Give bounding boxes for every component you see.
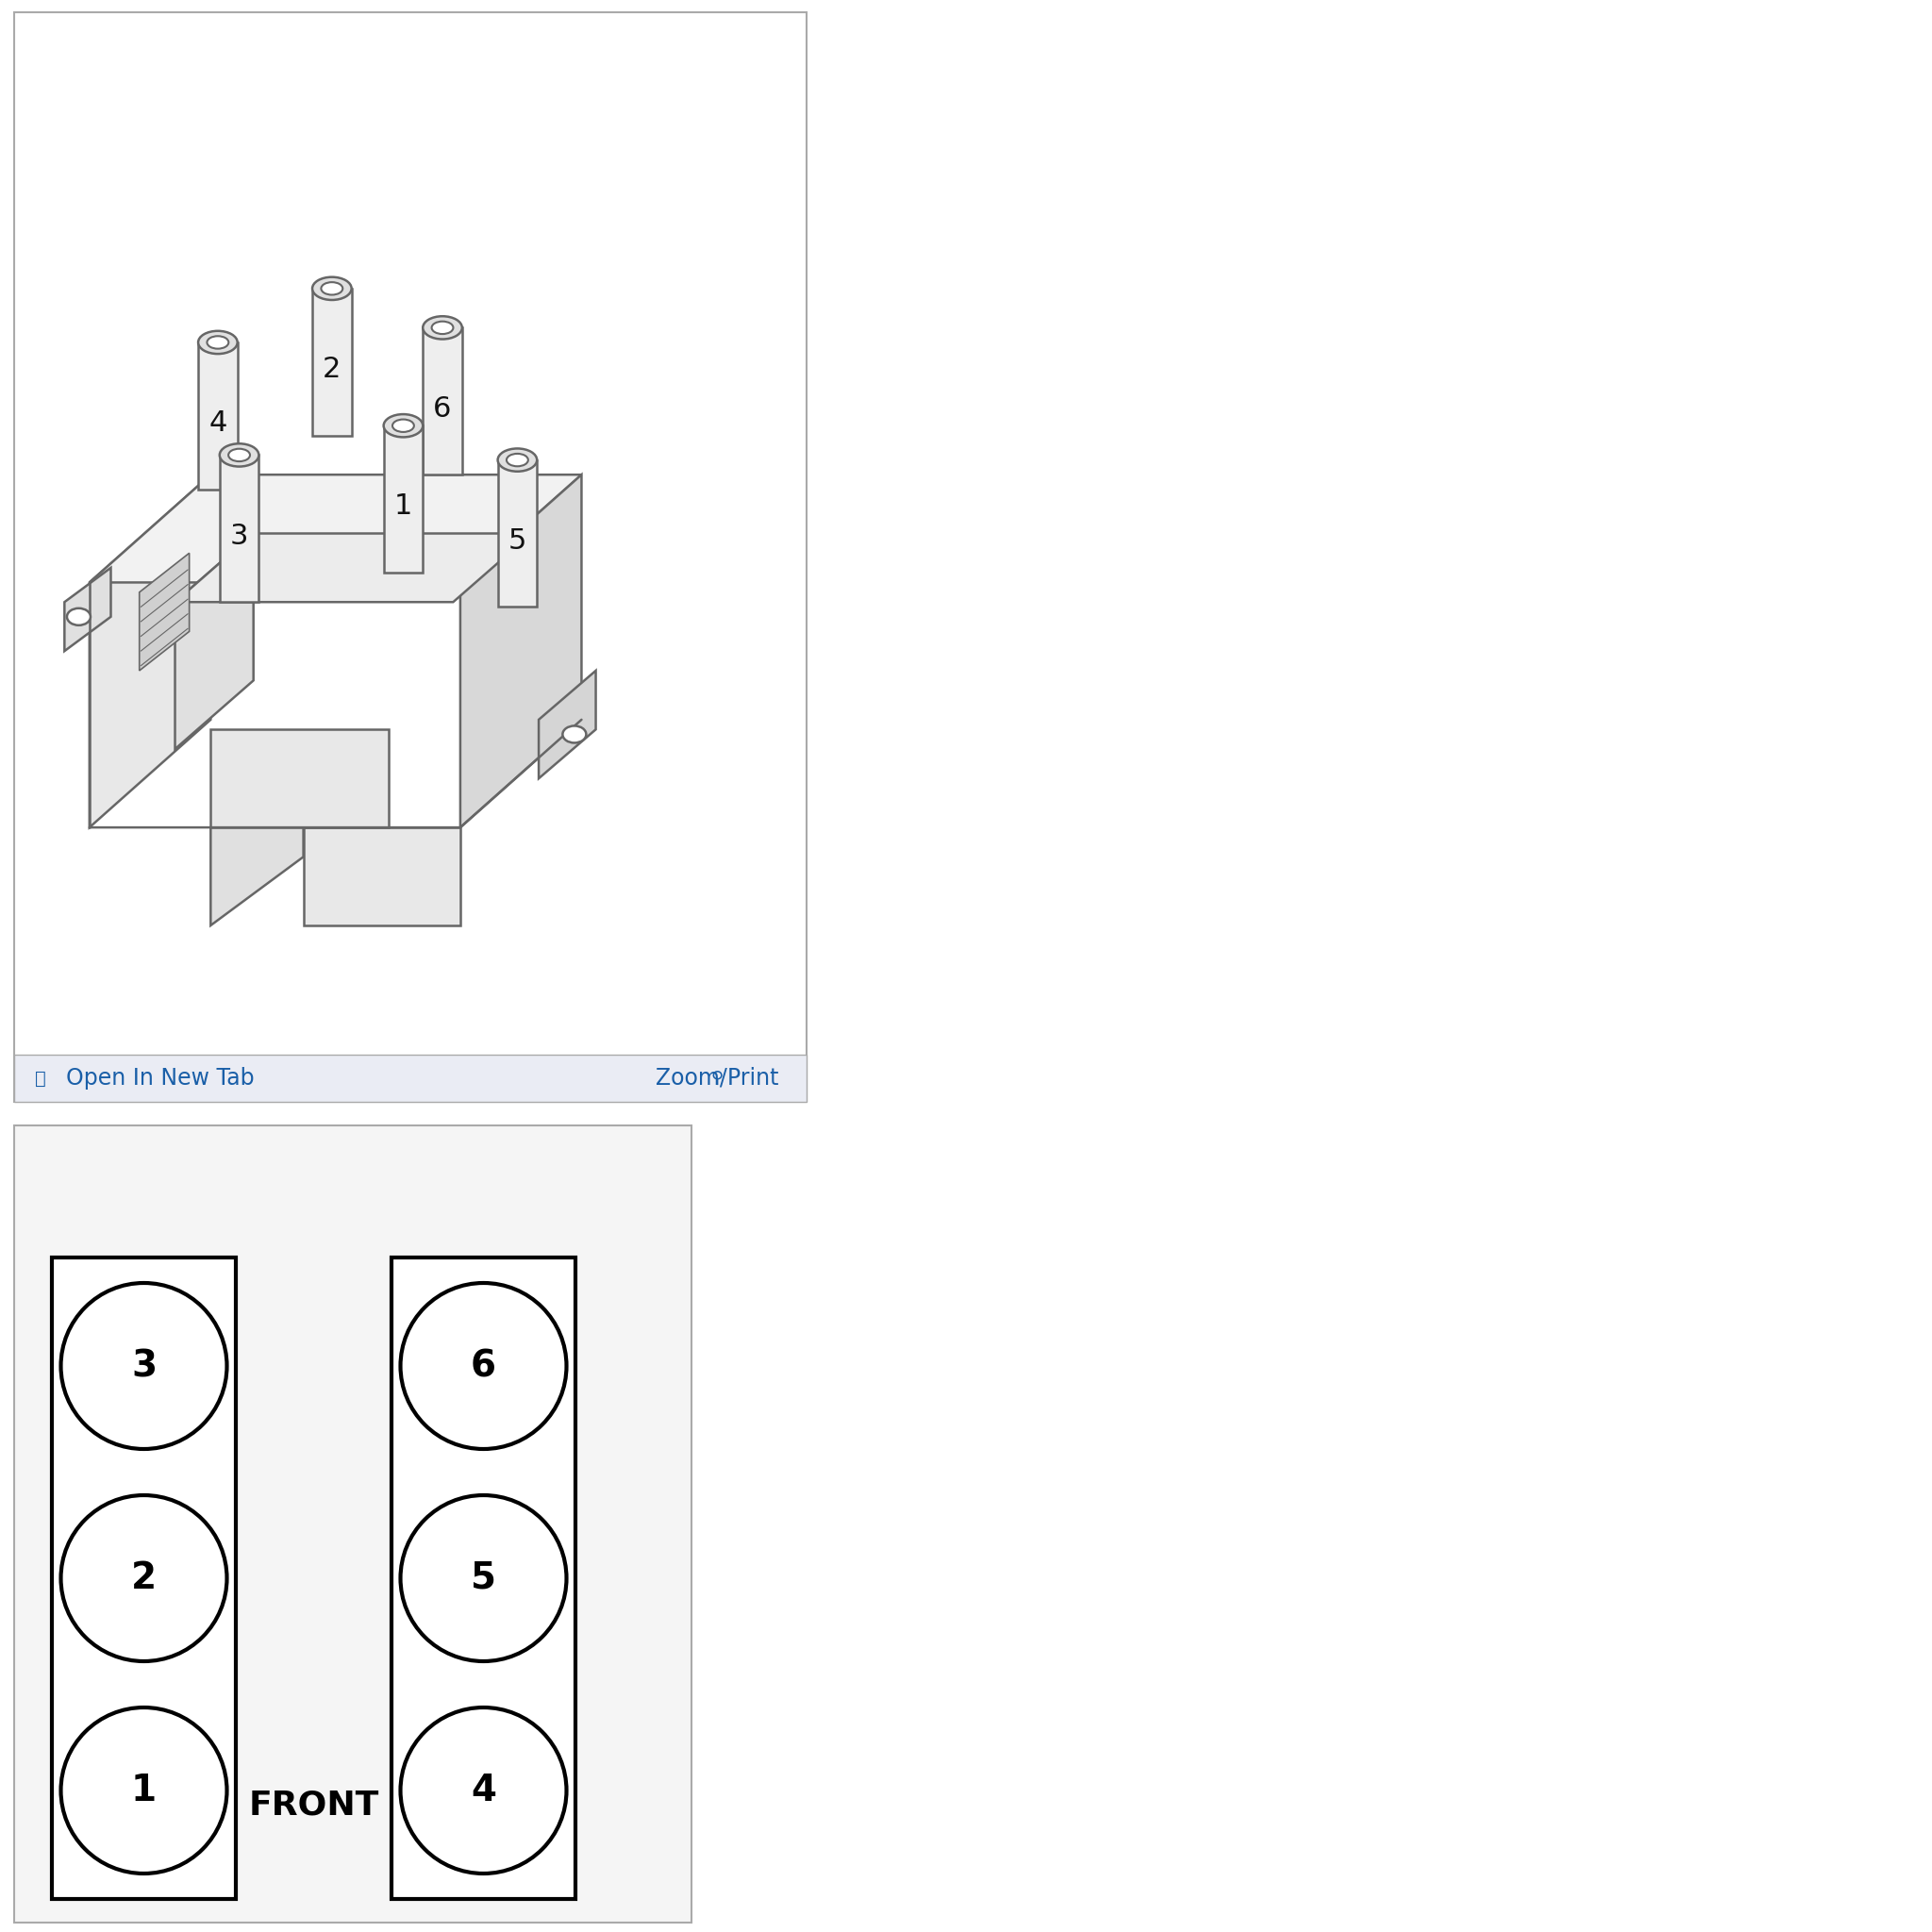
Polygon shape — [176, 533, 253, 750]
Polygon shape — [220, 456, 259, 603]
Polygon shape — [313, 288, 352, 435]
Polygon shape — [89, 475, 211, 827]
Text: 6: 6 — [471, 1349, 497, 1383]
Ellipse shape — [68, 609, 91, 626]
Polygon shape — [498, 460, 537, 607]
Text: 6: 6 — [433, 394, 452, 423]
Bar — [14, 1055, 806, 1101]
Ellipse shape — [498, 448, 537, 471]
Text: 3: 3 — [230, 522, 249, 549]
Ellipse shape — [220, 444, 259, 466]
Ellipse shape — [562, 726, 585, 742]
Text: 4: 4 — [209, 410, 226, 437]
Polygon shape — [64, 568, 110, 651]
Bar — [14, 12, 806, 1101]
Ellipse shape — [392, 419, 413, 433]
Polygon shape — [423, 328, 462, 475]
Text: 2: 2 — [323, 355, 342, 383]
Text: 1: 1 — [394, 493, 412, 520]
Text: ⚲: ⚲ — [711, 1070, 723, 1086]
Polygon shape — [460, 475, 582, 827]
Text: 1: 1 — [131, 1772, 156, 1808]
Polygon shape — [211, 730, 388, 827]
Bar — [14, 1126, 692, 1922]
Circle shape — [400, 1283, 566, 1449]
Text: 5: 5 — [508, 527, 527, 554]
Text: Zoom/Print: Zoom/Print — [655, 1066, 779, 1090]
Text: 2: 2 — [131, 1561, 156, 1596]
Circle shape — [400, 1708, 566, 1874]
Text: 5: 5 — [471, 1561, 497, 1596]
Polygon shape — [303, 827, 460, 925]
Polygon shape — [176, 533, 531, 603]
Polygon shape — [384, 425, 423, 572]
Circle shape — [60, 1283, 226, 1449]
Circle shape — [400, 1495, 566, 1662]
Polygon shape — [89, 475, 582, 582]
Text: Open In New Tab: Open In New Tab — [66, 1066, 255, 1090]
Polygon shape — [211, 759, 303, 925]
Ellipse shape — [207, 336, 228, 348]
Bar — [52, 1258, 236, 1899]
Polygon shape — [199, 342, 238, 489]
Text: 4: 4 — [471, 1772, 497, 1808]
Bar — [392, 1258, 576, 1899]
Text: FRONT: FRONT — [249, 1789, 379, 1820]
Ellipse shape — [199, 330, 238, 354]
Ellipse shape — [313, 276, 352, 299]
Ellipse shape — [431, 321, 454, 334]
Ellipse shape — [228, 448, 249, 462]
Ellipse shape — [506, 454, 527, 466]
Circle shape — [60, 1495, 226, 1662]
Ellipse shape — [321, 282, 342, 296]
Ellipse shape — [423, 317, 462, 340]
Polygon shape — [539, 670, 595, 779]
Ellipse shape — [384, 413, 423, 437]
Text: ⧉: ⧉ — [35, 1068, 46, 1088]
Circle shape — [60, 1708, 226, 1874]
Text: 3: 3 — [131, 1349, 156, 1383]
Polygon shape — [139, 553, 189, 670]
